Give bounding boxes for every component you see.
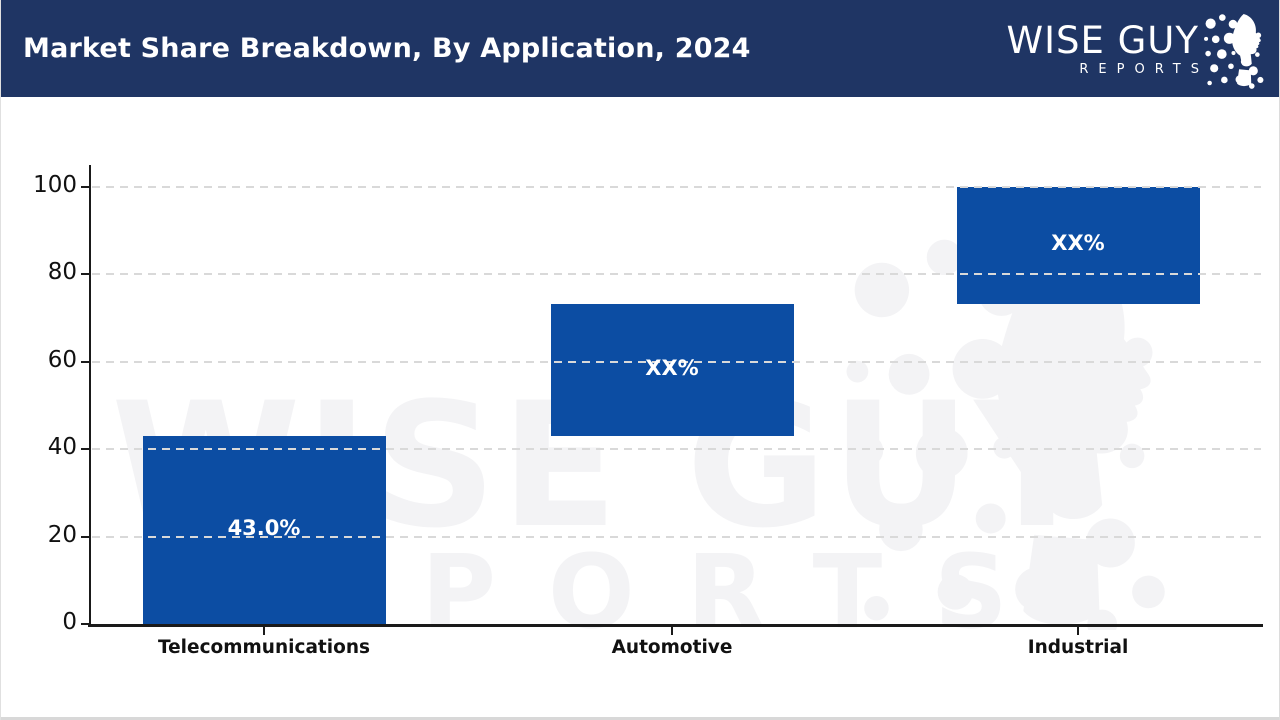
brand-subtitle: REPORTS [1079,61,1209,77]
y-tick-60 [81,360,90,363]
x-tick-industrial [1077,627,1079,635]
x-tick-automotive [671,627,673,635]
y-axis-line [89,165,91,627]
gridline-y-60 [92,360,1261,363]
x-axis-line [88,624,1263,627]
bar-value-label-automotive: XX% [645,355,699,380]
page-title: Market Share Breakdown, By Application, … [23,33,751,64]
brand-logo: WISE GUY REPORTS [1007,8,1267,90]
brand-wordmark: WISE GUY REPORTS [1007,22,1199,76]
y-tick-label-0: 0 [62,609,77,635]
y-tick-label-80: 80 [47,259,77,286]
gridline-y-80 [92,273,1261,276]
gridline-y-100 [92,186,1261,188]
brand-name: WISE GUY [1006,18,1199,62]
y-tick-0 [81,623,90,625]
x-category-label-telecommunications: Telecommunications [157,637,371,658]
header-bar: Market Share Breakdown, By Application, … [1,0,1279,97]
y-tick-20 [81,535,90,538]
y-tick-label-60: 60 [47,346,77,373]
bar-value-label-industrial: XX% [1051,231,1105,256]
y-tick-label-20: 20 [47,521,77,548]
bar-industrial [956,187,1200,304]
bar-value-label-telecommunications: 43.0% [227,516,301,541]
bar-telecommunications [142,436,386,624]
y-tick-label-100: 100 [33,172,77,198]
gridline-y-20 [92,535,1261,538]
y-tick-80 [81,273,90,276]
gridline-y-40 [92,448,1261,451]
x-category-label-automotive: Automotive [611,637,733,658]
x-tick-telecommunications [263,627,265,635]
y-tick-100 [81,186,90,188]
dotted-face-profile-icon [1204,13,1264,89]
x-category-label-industrial: Industrial [1027,637,1129,658]
bar-automotive [550,303,794,437]
y-tick-40 [81,448,90,451]
y-tick-label-40: 40 [47,434,77,461]
